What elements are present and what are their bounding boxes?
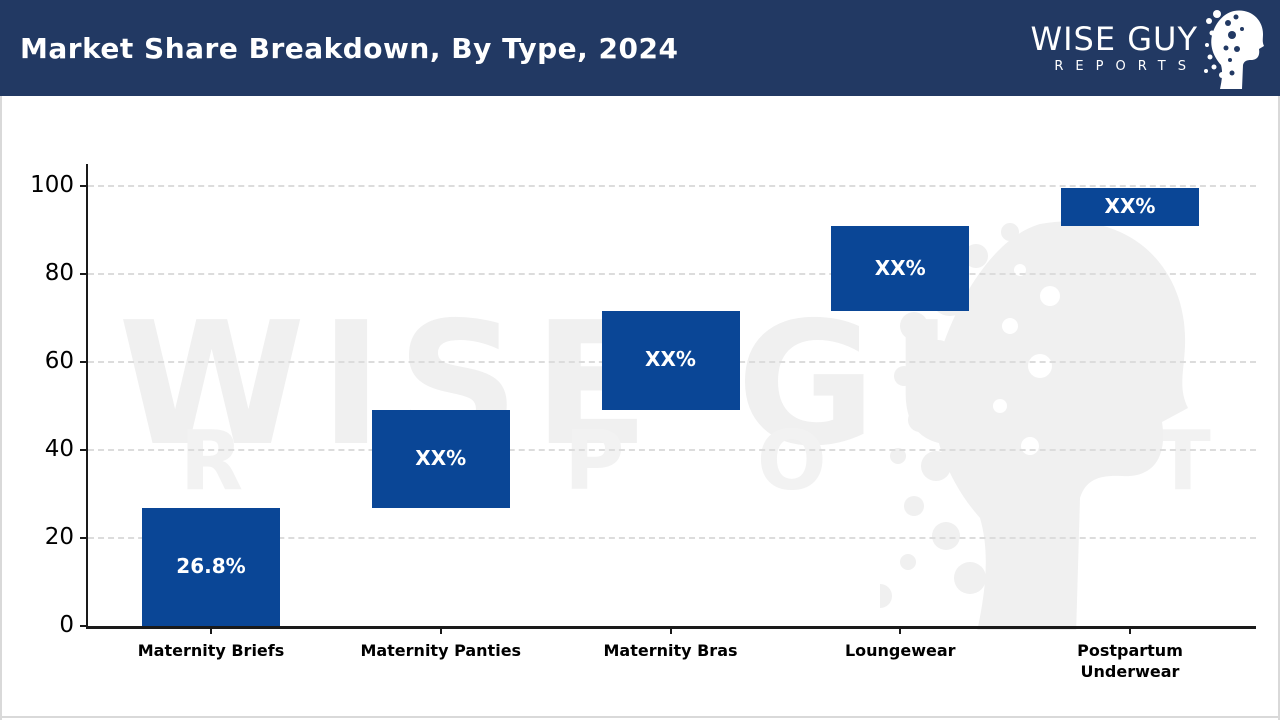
x-axis-category-label: Postpartum Underwear: [1077, 641, 1183, 681]
y-axis-tick: [80, 537, 88, 539]
x-axis-category-label: Loungewear: [844, 641, 956, 660]
y-axis-tick: [80, 361, 88, 363]
x-axis-tick: [439, 626, 442, 634]
chart-title: Market Share Breakdown, By Type, 2024: [20, 31, 679, 65]
bar-segment: [831, 225, 970, 312]
x-axis-category-label: Maternity Briefs: [137, 641, 285, 660]
y-axis-tick-label: 80: [44, 260, 74, 286]
logo-subtitle: REPORTS: [1054, 59, 1198, 74]
x-axis-tick: [210, 626, 212, 634]
frame-right-edge: [1278, 96, 1280, 720]
gridline: [88, 185, 1256, 187]
y-axis-tick-label: 0: [59, 612, 74, 638]
x-axis-category-label: Maternity Bras: [603, 641, 738, 660]
bar-segment: [1061, 188, 1199, 226]
y-axis-tick-label: 20: [44, 524, 74, 550]
bar-value-label: 26.8%: [176, 554, 246, 579]
bar-value-label: XX%: [645, 347, 696, 372]
wise-guy-reports-logo: WISE GUY REPORTS: [1030, 0, 1266, 96]
gridline: [88, 273, 1256, 275]
frame-left-edge: [0, 96, 2, 720]
y-axis-tick: [80, 185, 88, 187]
y-axis-tick: [80, 449, 88, 451]
y-axis-tick-label: 40: [44, 436, 74, 462]
y-axis-tick: [80, 273, 88, 275]
logo-head-icon: [1204, 10, 1264, 90]
y-axis-line: [86, 164, 88, 628]
x-axis-category-label: Maternity Panties: [360, 641, 522, 660]
x-axis-tick: [1129, 626, 1131, 634]
bar-segment: [142, 508, 280, 626]
bar-value-label: XX%: [1104, 193, 1156, 218]
bar-segment: [371, 409, 510, 509]
gridline: [88, 537, 1256, 539]
header-bar: Market Share Breakdown, By Type, 2024 WI…: [0, 0, 1280, 96]
bar-value-label: XX%: [874, 255, 926, 280]
x-axis-tick: [899, 626, 902, 634]
y-axis-tick-label: 100: [30, 172, 74, 198]
y-axis-tick: [80, 625, 88, 627]
bar-segment: [601, 310, 740, 410]
watermark-head-icon: [880, 221, 1188, 630]
x-axis-tick: [669, 626, 672, 634]
frame-bottom-rule: [0, 716, 1280, 718]
bar-value-label: XX%: [415, 446, 467, 471]
x-axis-line: [86, 626, 1256, 629]
y-axis-tick-label: 60: [44, 348, 74, 374]
plot-area: WISE GUY R E P O R T S 02040608010026.8%…: [0, 96, 1280, 720]
logo-wordmark: WISE GUY: [1030, 20, 1198, 58]
gridline: [88, 449, 1256, 451]
logo-text: WISE GUY REPORTS: [1030, 22, 1198, 74]
